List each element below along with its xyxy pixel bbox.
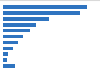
Bar	[3, 35, 23, 38]
Bar	[3, 5, 87, 9]
Bar	[3, 41, 18, 44]
Bar	[3, 47, 13, 50]
Bar	[3, 29, 30, 32]
Bar	[3, 17, 49, 21]
Bar	[3, 58, 7, 62]
Bar	[3, 64, 15, 68]
Bar	[3, 52, 8, 56]
Bar	[3, 23, 36, 27]
Bar	[3, 11, 80, 15]
